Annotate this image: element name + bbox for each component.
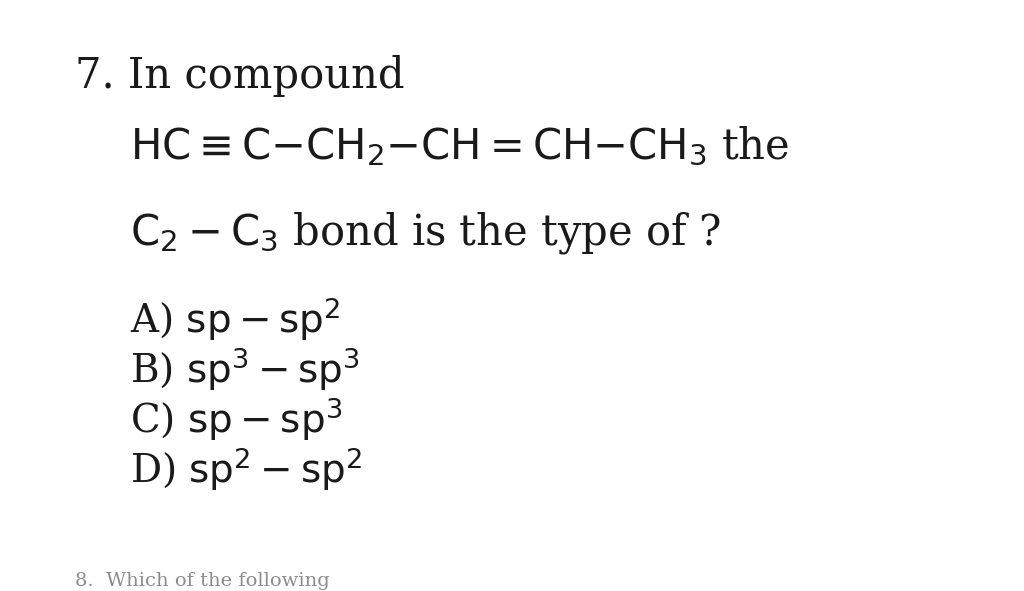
Text: 7. In compound: 7. In compound <box>75 55 404 97</box>
Text: D) $\mathrm{sp^2 - sp^2}$: D) $\mathrm{sp^2 - sp^2}$ <box>130 445 362 493</box>
Text: C) $\mathrm{sp - sp^3}$: C) $\mathrm{sp - sp^3}$ <box>130 395 342 443</box>
Text: B) $\mathrm{sp^3 - sp^3}$: B) $\mathrm{sp^3 - sp^3}$ <box>130 345 359 392</box>
Text: $\mathrm{HC{\equiv}C{-}CH_2{-}CH{=}CH{-}CH_3}$ the: $\mathrm{HC{\equiv}C{-}CH_2{-}CH{=}CH{-}… <box>130 125 790 168</box>
Text: $\mathrm{C_2 - C_3}$ bond is the type of ?: $\mathrm{C_2 - C_3}$ bond is the type of… <box>130 210 721 256</box>
Text: A) $\mathrm{sp - sp^2}$: A) $\mathrm{sp - sp^2}$ <box>130 295 340 343</box>
Text: 8.  Which of the following: 8. Which of the following <box>75 572 330 590</box>
